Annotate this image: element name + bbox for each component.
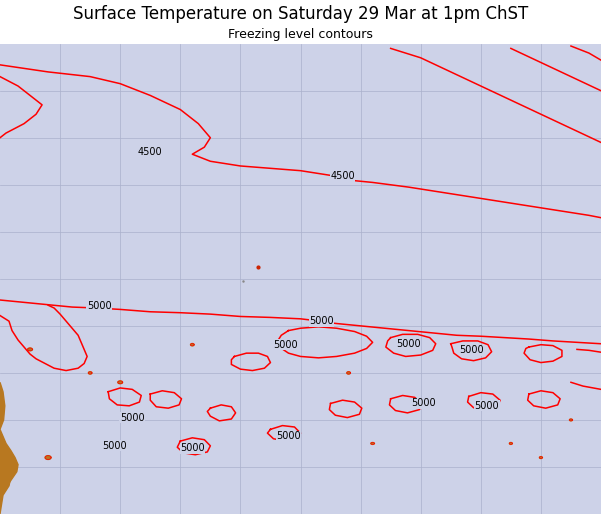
- Text: 5000: 5000: [397, 339, 421, 348]
- Polygon shape: [570, 419, 573, 421]
- Polygon shape: [347, 372, 350, 374]
- Text: 5000: 5000: [276, 431, 300, 442]
- Polygon shape: [28, 348, 32, 351]
- Polygon shape: [540, 456, 543, 458]
- Text: Surface Temperature on Saturday 29 Mar at 1pm ChST: Surface Temperature on Saturday 29 Mar a…: [73, 5, 528, 23]
- Text: 5000: 5000: [87, 301, 111, 310]
- Text: 5000: 5000: [273, 340, 297, 350]
- Polygon shape: [88, 372, 92, 374]
- Text: 5000: 5000: [310, 316, 334, 326]
- Polygon shape: [510, 443, 513, 445]
- Text: 5000: 5000: [475, 401, 499, 411]
- Polygon shape: [45, 456, 51, 460]
- Text: 5000: 5000: [180, 443, 204, 453]
- Polygon shape: [118, 381, 123, 384]
- Polygon shape: [0, 444, 9, 500]
- Polygon shape: [0, 429, 18, 500]
- Polygon shape: [191, 343, 194, 346]
- Text: 5000: 5000: [102, 441, 126, 451]
- Polygon shape: [0, 382, 5, 429]
- Text: 4500: 4500: [331, 171, 355, 181]
- Polygon shape: [0, 444, 12, 514]
- Text: 5000: 5000: [460, 345, 484, 355]
- Text: Freezing level contours: Freezing level contours: [228, 28, 373, 41]
- Text: 4500: 4500: [138, 147, 162, 157]
- Text: 5000: 5000: [120, 413, 144, 423]
- Text: 5000: 5000: [412, 398, 436, 409]
- Polygon shape: [371, 443, 374, 445]
